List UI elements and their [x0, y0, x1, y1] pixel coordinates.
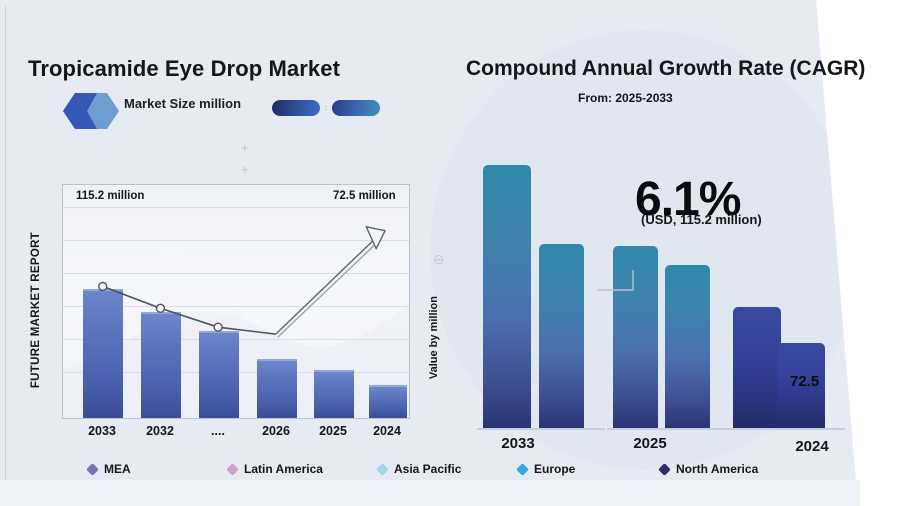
- left-chart-x-axis: 2033 2032 .... 2026 2025 2024: [62, 424, 410, 442]
- legend-marker-mea: [86, 462, 99, 476]
- gridline: [63, 306, 409, 307]
- bar-2024-primary: [733, 307, 781, 430]
- legend-label-latin-america: Latin America: [244, 462, 323, 476]
- bar-2032: [141, 312, 181, 418]
- bar-2024: [369, 385, 407, 418]
- legend-item-asia-pacific[interactable]: Asia Pacific: [376, 462, 462, 476]
- right-chart-subtitle: From: 2025-2033: [578, 91, 673, 105]
- pill-separator: :: [325, 104, 327, 112]
- x-tick-2024: 2024: [795, 438, 829, 455]
- bar-2033-secondary: [539, 244, 584, 430]
- cagr-value: 6.1%: [635, 173, 741, 226]
- connector-mark-icon: [597, 270, 634, 291]
- left-chart-plot-area: [62, 184, 410, 419]
- right-chart-plot-area: [455, 140, 885, 430]
- plus-icon: +: [241, 162, 249, 177]
- header-pill-group: :: [272, 100, 380, 116]
- legend-label-asia-pacific: Asia Pacific: [394, 462, 462, 476]
- x-tick-4: 2025: [319, 424, 347, 438]
- bar-dots: [199, 331, 239, 418]
- legend-label-europe: Europe: [534, 462, 576, 476]
- x-tick-2025: 2025: [633, 435, 667, 452]
- bar-2025-primary: [613, 246, 658, 430]
- trend-line-series: [98, 281, 276, 335]
- x-tick-5: 2024: [373, 424, 401, 438]
- left-chart-title: Tropicamide Eye Drop Market: [28, 56, 341, 81]
- gridline: [63, 273, 409, 274]
- hexagon-logo-icon: [63, 93, 129, 129]
- legend-marker-asia-pacific: [376, 462, 389, 476]
- legend-marker-latin-america: [226, 462, 239, 476]
- legend-marker-north-america: [658, 462, 671, 476]
- left-chart-value-end: 72.5 million: [333, 190, 396, 202]
- legend-label-mea: MEA: [104, 462, 131, 476]
- bar-value-2024: 72.5: [790, 373, 820, 390]
- bar-2026: [257, 359, 297, 418]
- bar-2025: [314, 370, 354, 418]
- x-tick-2033: 2033: [501, 435, 535, 452]
- bar-2024-secondary: [777, 343, 825, 430]
- bar-2025-secondary: [665, 265, 710, 430]
- right-chart-title: Compound Annual Growth Rate (CAGR): [466, 57, 866, 80]
- right-chart-y-axis-label: Value by million: [428, 296, 440, 380]
- left-rail-divider: [5, 6, 6, 500]
- plus-icon: +: [241, 140, 249, 155]
- baseline-mid-group: [607, 428, 727, 430]
- baseline-right-group: [727, 428, 845, 430]
- legend-marker-europe: [516, 462, 529, 476]
- x-tick-0: 2033: [88, 424, 116, 438]
- bar-2033-primary: [483, 165, 531, 430]
- x-tick-3: 2026: [262, 424, 290, 438]
- left-chart-y-axis-label: FUTURE MARKET REPORT: [30, 232, 42, 389]
- baseline-left-group: [477, 428, 605, 430]
- market-size-legend-label: Market Size million: [124, 96, 242, 111]
- legend-item-mea[interactable]: MEA: [86, 462, 131, 476]
- minus-circle-icon: ⊖: [433, 251, 445, 267]
- legend-label-north-america: North America: [676, 462, 759, 476]
- region-legend: MEA Latin America Asia Pacific Europe No…: [0, 462, 900, 488]
- gridline: [63, 240, 409, 241]
- x-tick-1: 2032: [146, 424, 174, 438]
- x-tick-2: ....: [211, 424, 225, 438]
- gridline: [63, 207, 409, 208]
- legend-item-latin-america[interactable]: Latin America: [226, 462, 323, 476]
- pill-swatch-primary: [272, 100, 320, 116]
- bottom-band: [0, 480, 860, 506]
- left-chart-value-start: 115.2 million: [76, 190, 145, 202]
- pill-swatch-secondary: [331, 100, 380, 116]
- bar-2033: [83, 289, 123, 418]
- legend-item-north-america[interactable]: North America: [658, 462, 759, 476]
- growth-arrow-icon: [275, 226, 386, 338]
- cagr-note: (USD, 115.2 million): [641, 212, 762, 227]
- legend-item-europe[interactable]: Europe: [516, 462, 576, 476]
